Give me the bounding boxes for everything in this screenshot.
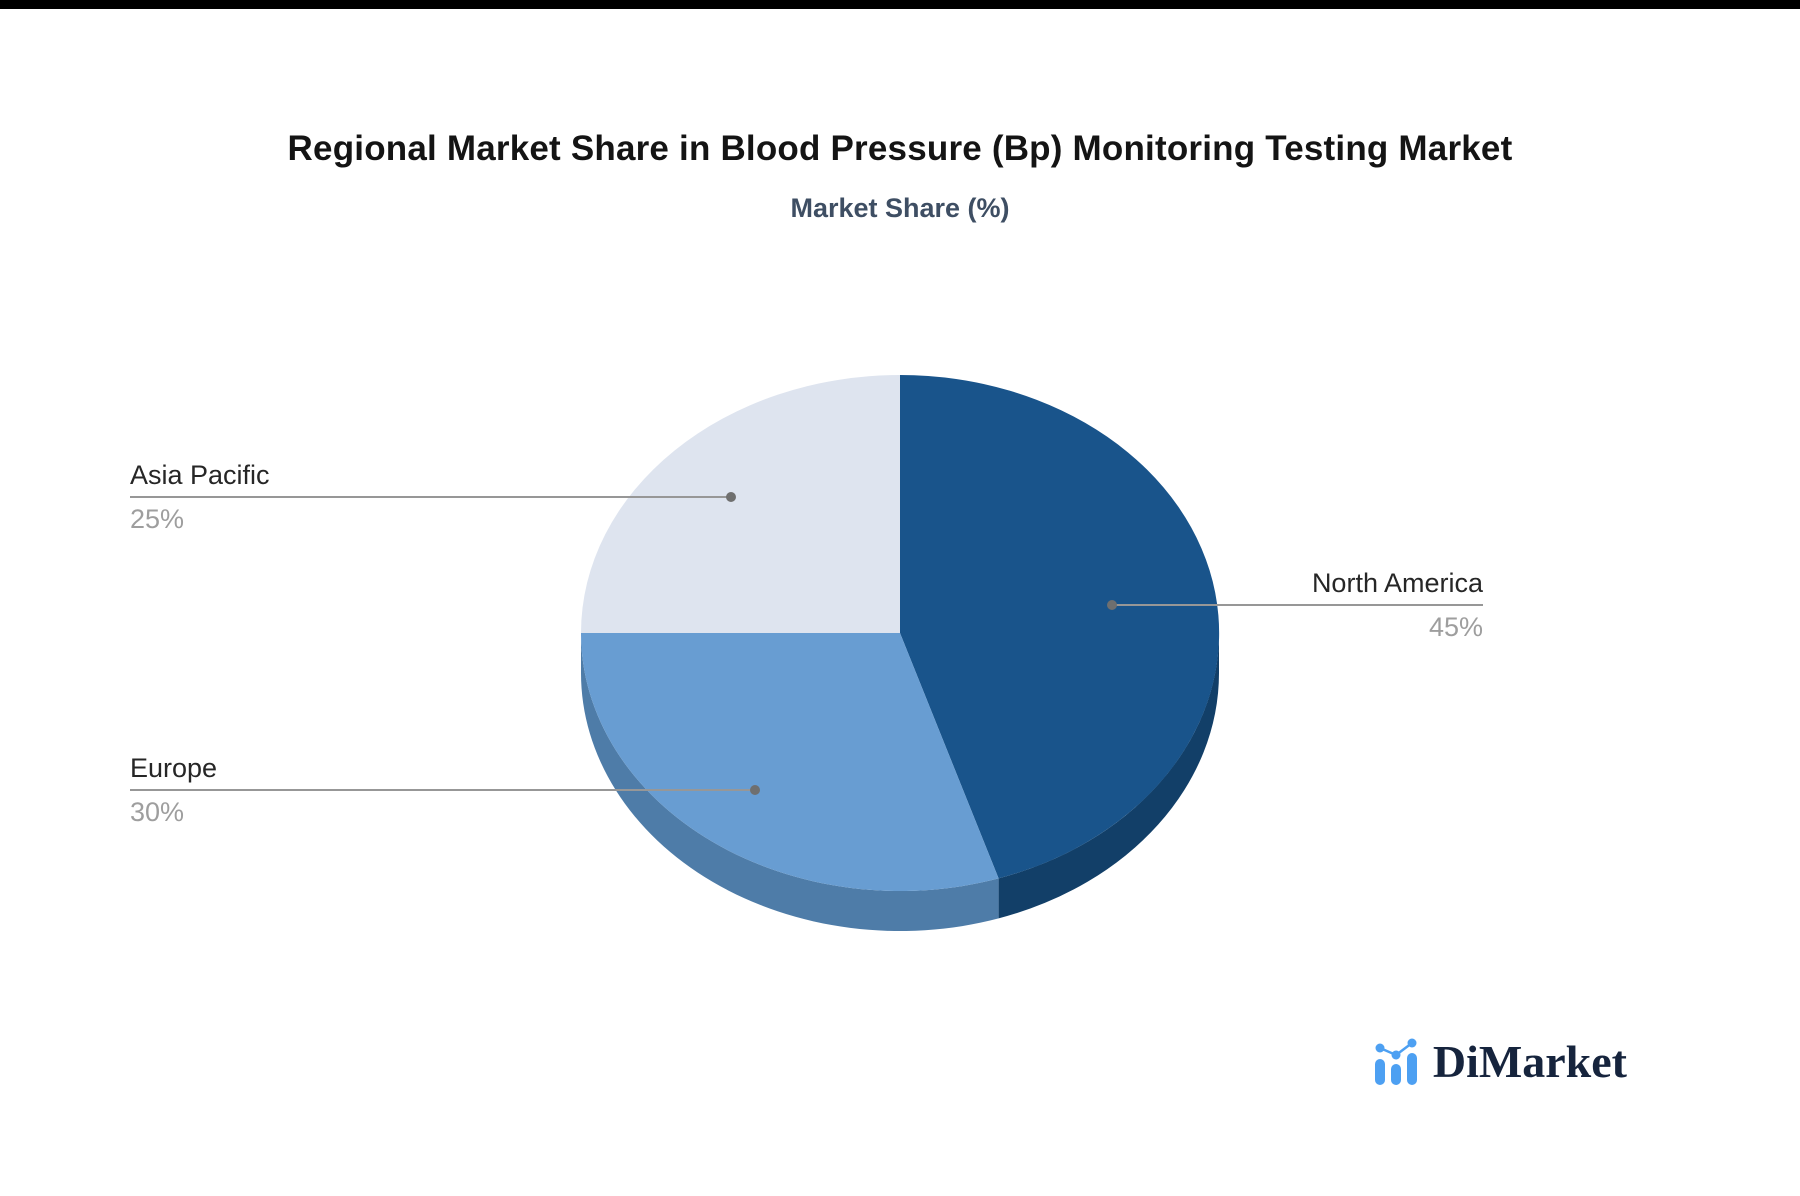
slice-label-text: Asia Pacific — [130, 460, 270, 490]
leader-dot-europe — [750, 785, 760, 795]
pie-slice-side-north-america — [998, 633, 1219, 919]
slice-percent-text: 30% — [130, 797, 185, 827]
slice-label-text: North America — [1311, 568, 1483, 598]
logo-text: DiMarket — [1432, 1036, 1627, 1087]
pie-slice-europe[interactable] — [581, 633, 999, 892]
dimarket-logo: DiMarket — [1372, 1038, 1627, 1086]
chart-subtitle: Market Share (%) — [790, 193, 1010, 223]
bar-line-chart-icon — [1374, 1038, 1417, 1085]
slice-label-europe: Europe 30% — [130, 753, 217, 827]
slice-percent-text: 25% — [130, 504, 185, 534]
pie-slice-side-europe — [580, 633, 999, 932]
slice-label-north-america: North America 45% — [1312, 568, 1483, 642]
top-border-bar — [0, 0, 1800, 9]
slice-label-text: Europe — [130, 753, 218, 783]
pie-slice-asia-pacific[interactable] — [581, 375, 900, 633]
chart-title: Regional Market Share in Blood Pressure … — [287, 129, 1513, 168]
pie-slice-north-america[interactable] — [900, 375, 1220, 879]
slice-label-asia-pacific: Asia Pacific 25% — [130, 460, 270, 534]
leader-dot-asia-pacific — [726, 492, 736, 502]
leader-dot-north-america — [1107, 600, 1117, 610]
slice-percent-text: 45% — [1428, 612, 1483, 642]
